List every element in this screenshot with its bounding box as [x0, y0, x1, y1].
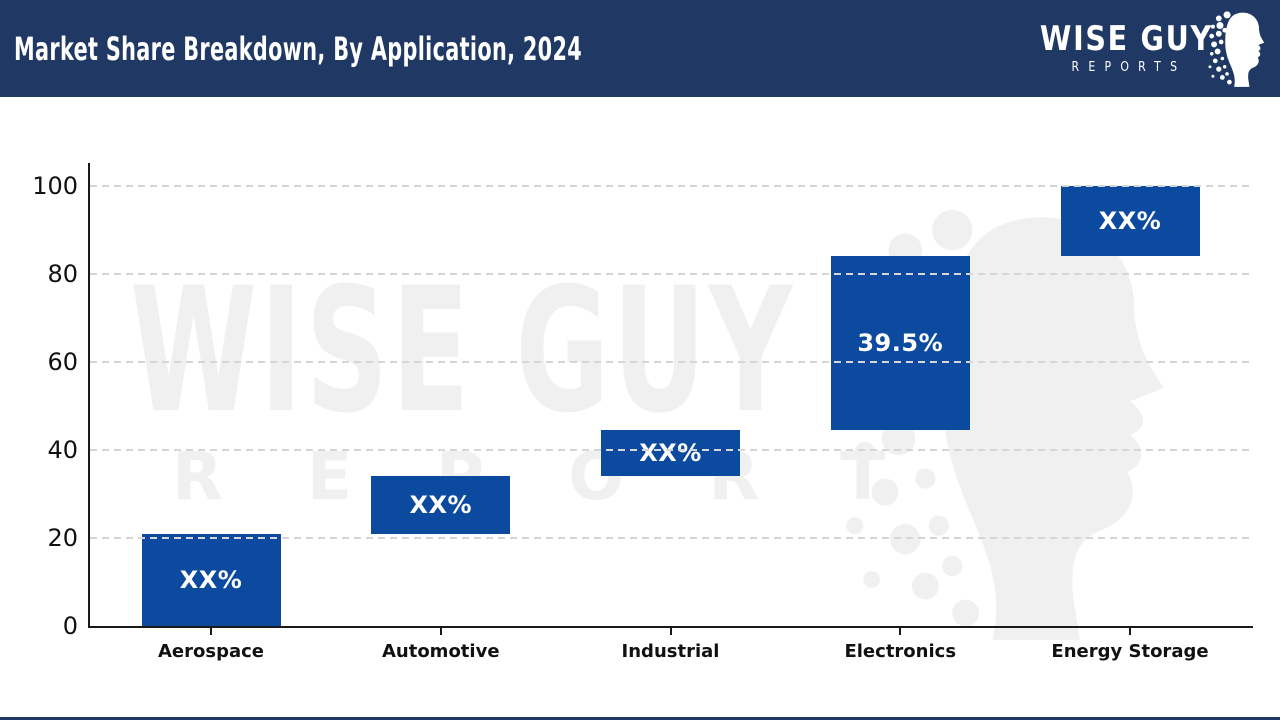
x-tick-mark [669, 628, 672, 635]
bar-energy-storage: XX% [1060, 186, 1200, 257]
x-tick-mark [899, 628, 902, 635]
logo-subtext: REPORTS [1071, 60, 1187, 75]
header: Market Share Breakdown, By Application, … [0, 0, 1280, 97]
footer-strip [0, 717, 1280, 720]
y-tick-label: 60 [47, 348, 78, 376]
gridline-100 [90, 185, 1253, 187]
category-label: Industrial [621, 641, 720, 662]
y-tick-label: 80 [47, 260, 78, 288]
bar-value-label: XX% [179, 565, 243, 594]
y-tick-label: 40 [47, 436, 78, 464]
bar-value-label: 39.5% [857, 329, 944, 358]
chart-area: WISE GUY REPORTS 0 20 40 60 80 100 XX% Aerospac… [0, 97, 1280, 717]
y-axis-line [88, 163, 90, 628]
logo-text: WISE GUY REPORTS [1040, 22, 1213, 75]
page-title: Market Share Breakdown, By Application, … [14, 29, 583, 68]
watermark-wordmark: WISE GUY [130, 250, 795, 451]
logo-head-icon [1208, 11, 1265, 87]
x-axis-line [88, 626, 1253, 628]
waterfall-chart: 0 20 40 60 80 100 XX% Aerospace XX% Automotive XX%… [0, 97, 1280, 717]
category-label: Automotive [381, 641, 500, 662]
bar-value-label: XX% [639, 439, 702, 468]
x-tick-mark [439, 628, 442, 635]
category-label: Electronics [844, 641, 957, 662]
wise-guy-logo: WISE GUY REPORTS [1007, 10, 1266, 87]
y-tick-label: 20 [47, 524, 78, 552]
bar-value-label: XX% [409, 490, 473, 519]
logo-wordmark: WISE GUY [1040, 19, 1213, 59]
y-tick-label: 100 [32, 172, 78, 200]
gridline-20 [90, 537, 1253, 539]
bar-automotive: XX% [371, 476, 511, 534]
x-tick-mark [210, 628, 212, 635]
bar-electronics: 39.5% [830, 256, 970, 431]
gridline-60 [90, 361, 1253, 363]
x-tick-mark [1129, 628, 1131, 635]
category-label: Aerospace [157, 641, 264, 662]
bar-aerospace: XX% [141, 533, 281, 626]
bar-value-label: XX% [1098, 207, 1162, 236]
gridline-80 [90, 273, 1253, 275]
y-tick-label: 0 [62, 612, 78, 640]
gridline-40 [90, 449, 1253, 451]
category-label: Energy Storage [1051, 641, 1209, 662]
bar-industrial: XX% [601, 430, 740, 477]
